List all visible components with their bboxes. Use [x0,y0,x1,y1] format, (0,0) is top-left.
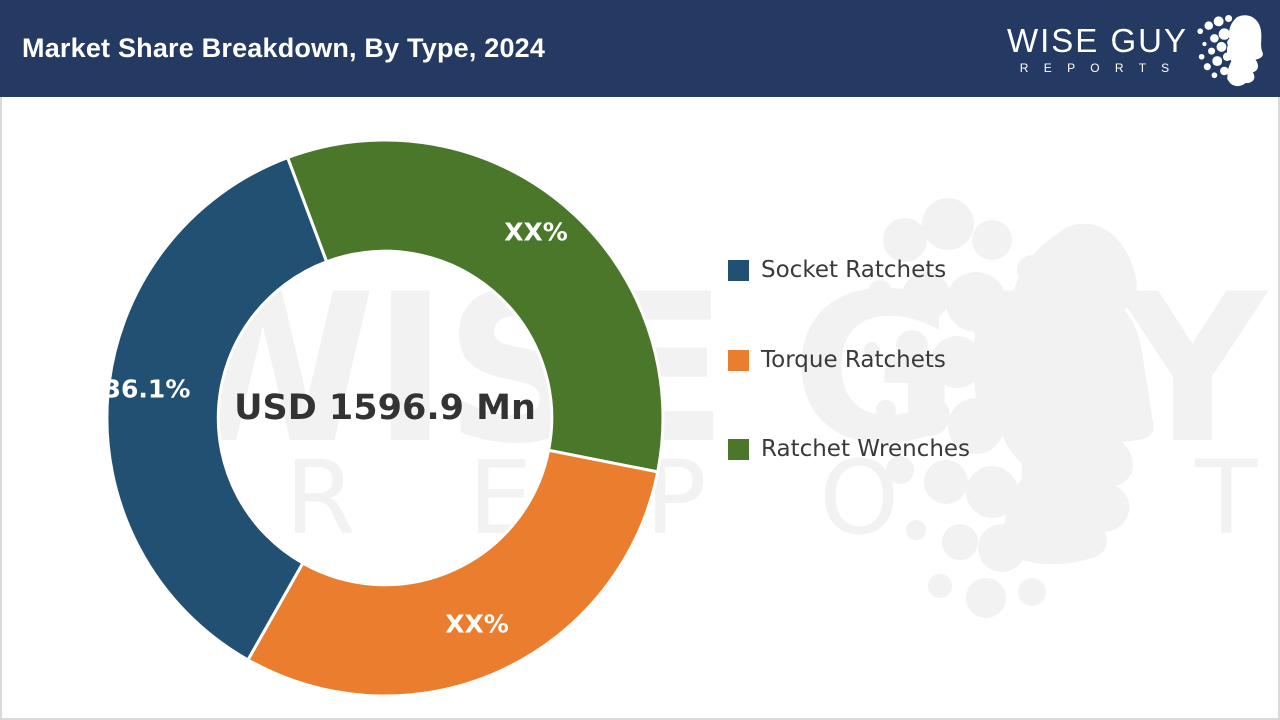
header: Market Share Breakdown, By Type, 2024 WI… [0,0,1280,97]
legend-label-ratchet-wrenches: Ratchet Wrenches [761,436,971,463]
segment-label-ratchet-wrenches: XX% [504,217,568,247]
donut-segment-ratchet-wrenches [285,138,665,474]
legend-label-socket-ratchets: Socket Ratchets [761,257,947,283]
legend-label-torque-ratchets: Torque Ratchets [761,346,946,373]
donut-center-value: USD 1596.9 Mn [234,388,536,428]
page-title: Market Share Breakdown, By Type, 2024 [22,33,546,63]
logo-wordmark: WISE GUY [1006,21,1188,59]
segment-label-socket-ratchets: 36.1% [103,374,191,404]
legend-item-ratchet-wrenches: Ratchet Wrenches [728,436,970,464]
legend-swatch-ratchet-wrenches [728,439,749,461]
logo-text: WISE GUY R E P O R T S [1007,24,1188,74]
legend-item-socket-ratchets: Socket Ratchets [728,257,970,285]
chart-area-frame [0,97,1280,720]
legend-swatch-socket-ratchets [728,260,749,282]
logo-reports-label: R E P O R T S [1019,60,1176,75]
legend-item-torque-ratchets: Torque Ratchets [728,347,970,375]
donut-segment-torque-ratchets [245,448,660,698]
wise-guy-logo: WISE GUY R E P O R T S [1007,10,1266,88]
legend-swatch-torque-ratchets [728,349,749,371]
legend: Socket Ratchets Torque Ratchets Ratchet … [728,257,970,464]
wise-guy-face-icon [1197,14,1263,86]
segment-label-torque-ratchets: XX% [445,609,509,639]
donut-segment-socket-ratchets [105,155,329,662]
